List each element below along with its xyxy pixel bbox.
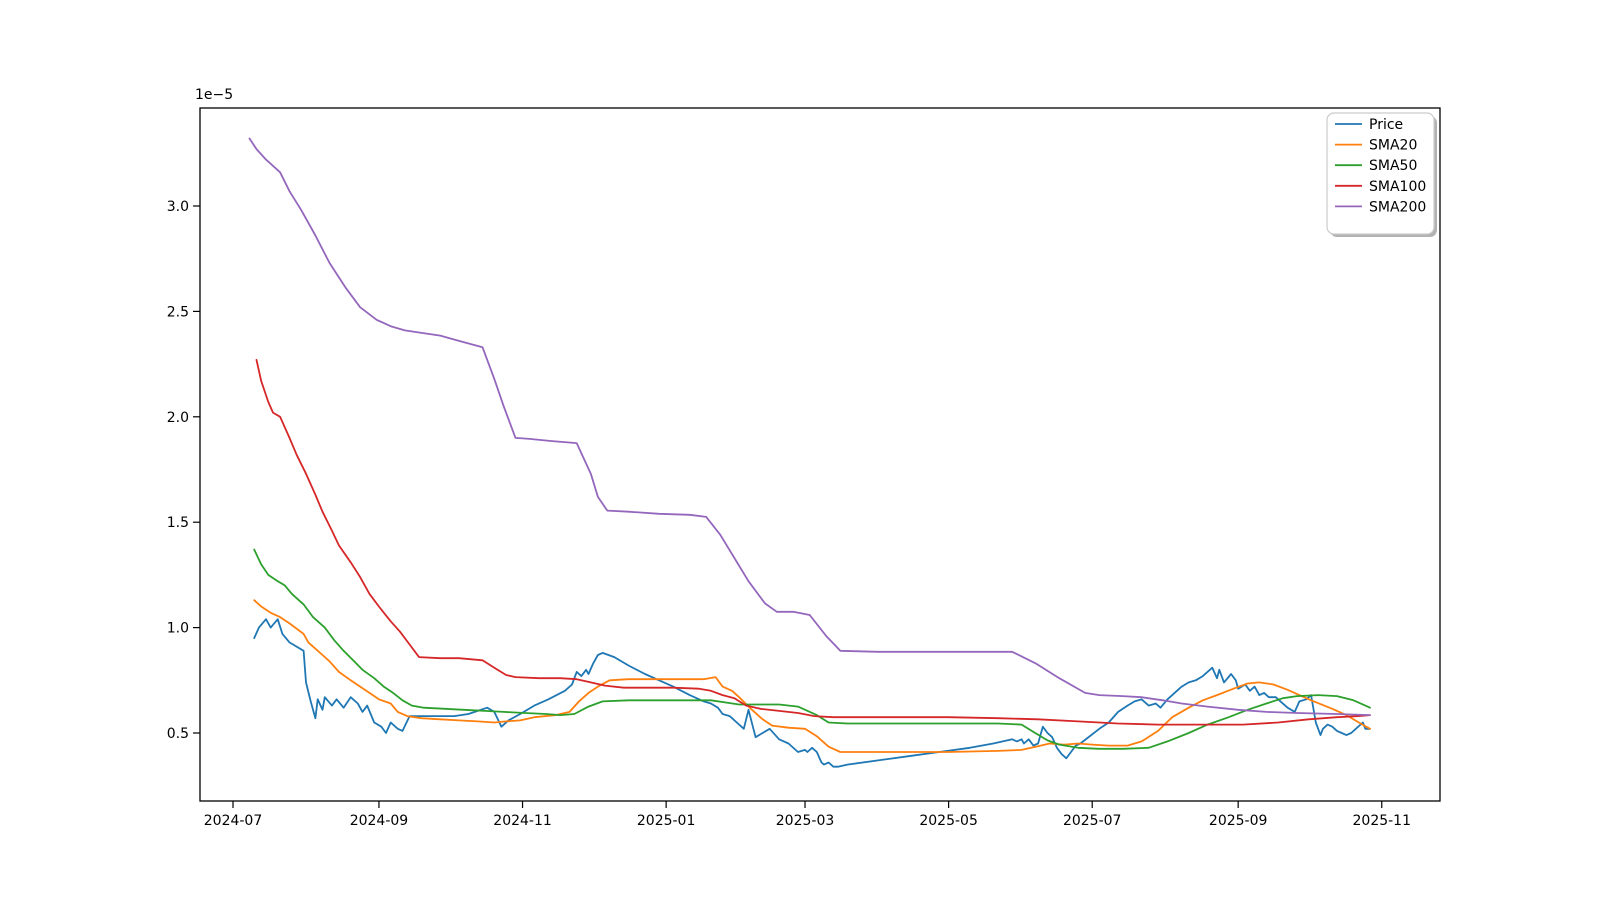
legend: Price SMA20 SMA50 SMA100 SMA200	[1326, 112, 1437, 237]
x-tick-label-2024-07: 2024-07	[204, 813, 263, 829]
y-tick-label-1.0: 1.0	[167, 621, 189, 637]
legend-entry-price: Price	[1335, 117, 1403, 133]
y-tick-label-2.0: 2.0	[167, 410, 189, 426]
x-tick-label-2025-09: 2025-09	[1209, 813, 1268, 829]
legend-label: SMA50	[1369, 158, 1417, 174]
x-axis: 2024-07 2024-09 2024-11 2025-01 2025-03 2025-…	[204, 801, 1411, 829]
legend-box	[1326, 112, 1435, 235]
series-line-sma20	[253, 599, 1371, 753]
legend-entry-sma20: SMA20	[1335, 138, 1417, 154]
series-line-sma200	[248, 137, 1371, 716]
x-tick-label-2025-07: 2025-07	[1063, 813, 1122, 829]
y-tick-label-2.5: 2.5	[167, 304, 189, 320]
legend-label: SMA200	[1369, 199, 1426, 215]
y-tick-label-0.5: 0.5	[167, 726, 189, 742]
legend-label: SMA20	[1369, 138, 1417, 154]
y-axis: 0.5 1.0 1.5 2.0 2.5 3.0	[167, 199, 200, 742]
x-tick-label-2025-11: 2025-11	[1353, 813, 1412, 829]
legend-label: Price	[1369, 117, 1403, 133]
x-tick-label-2025-05: 2025-05	[919, 813, 978, 829]
legend-entry-sma200: SMA200	[1335, 199, 1426, 215]
axes-border	[199, 107, 1441, 802]
y-axis-offset-label: 1e−5	[195, 87, 233, 103]
legend-entry-sma100: SMA100	[1335, 179, 1426, 195]
y-tick-label-3.0: 3.0	[167, 199, 189, 215]
series-line-sma50	[253, 548, 1371, 750]
series-line-price	[253, 618, 1371, 768]
x-tick-label-2024-11: 2024-11	[493, 813, 552, 829]
legend-entry-sma50: SMA50	[1335, 158, 1417, 174]
legend-label: SMA100	[1369, 179, 1426, 195]
x-tick-label-2025-01: 2025-01	[637, 813, 696, 829]
series-line-sma100	[255, 358, 1371, 726]
x-tick-label-2024-09: 2024-09	[350, 813, 409, 829]
x-tick-label-2025-03: 2025-03	[776, 813, 835, 829]
y-tick-label-1.5: 1.5	[167, 515, 189, 531]
series-lines	[248, 137, 1371, 768]
